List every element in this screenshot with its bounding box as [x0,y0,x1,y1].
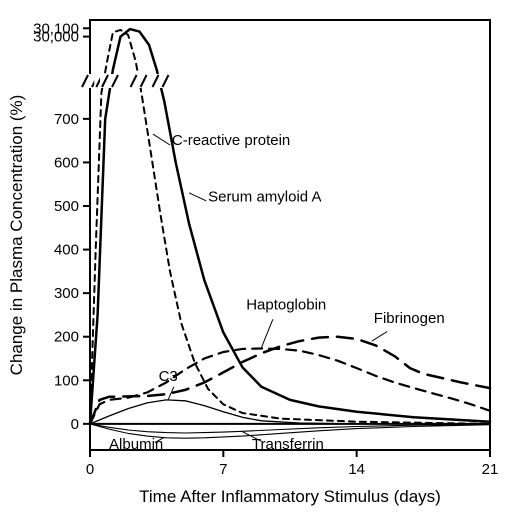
series-c3 [90,400,490,424]
x-axis-label: Time After Inflammatory Stimulus (days) [139,487,441,506]
x-tick-label: 14 [348,461,365,478]
series-transferrin [90,424,490,433]
series-label: Serum amyloid A [208,189,321,206]
y-axis-label: Change in Plasma Concentration (%) [7,95,26,376]
y-tick-label: 100 [54,372,79,389]
series-label: Transferrin [252,436,324,453]
x-tick-label: 7 [219,461,227,478]
x-tick-label: 21 [482,461,499,478]
chart-svg: 071421010020030040050060070030,00030,100… [0,0,512,519]
series-label: C-reactive protein [172,132,290,149]
y-tick-label: 200 [54,329,79,346]
leader-line [153,134,170,145]
y-tick-label: 400 [54,242,79,259]
y-tick-label: 500 [54,198,79,215]
y-tick-label: 600 [54,154,79,171]
leader-line [189,193,206,201]
y-tick-label: 30,100 [33,20,79,37]
series-label: Haptoglobin [246,296,326,313]
y-tick-label: 300 [54,285,79,302]
series-label: C3 [159,368,178,385]
series-haptoglobin [90,349,490,424]
leader-line [372,331,387,341]
y-tick-label: 0 [71,416,79,433]
series-serum-amyloid-a [90,29,490,424]
x-tick-label: 0 [86,461,94,478]
leader-line [261,319,272,347]
y-tick-label: 700 [54,111,79,128]
series-c-reactive-protein [90,30,490,424]
series-label: Fibrinogen [374,310,445,327]
series-label: Albumin [109,436,163,453]
acute-phase-protein-chart: 071421010020030040050060070030,00030,100… [0,0,512,519]
